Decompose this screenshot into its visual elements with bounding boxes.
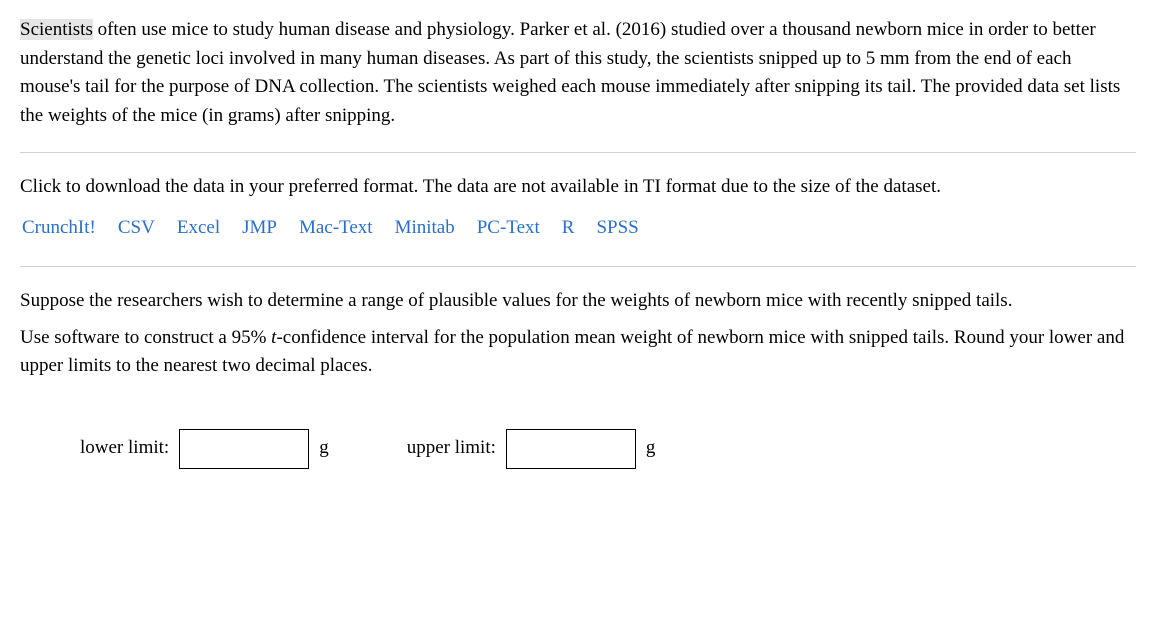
download-link-mactext[interactable]: Mac-Text bbox=[299, 214, 373, 243]
download-link-minitab[interactable]: Minitab bbox=[395, 214, 455, 243]
upper-limit-input[interactable] bbox=[506, 429, 636, 469]
intro-text: often use mice to study human disease an… bbox=[20, 19, 1120, 126]
q2-pre: Use software to construct a 95% bbox=[20, 327, 271, 348]
highlighted-word: Scientists bbox=[20, 19, 93, 40]
divider-1 bbox=[20, 152, 1136, 153]
download-link-jmp[interactable]: JMP bbox=[242, 214, 277, 243]
download-link-pctext[interactable]: PC-Text bbox=[477, 214, 540, 243]
download-prompt: Click to download the data in your prefe… bbox=[20, 173, 1136, 202]
download-links-row: CrunchIt! CSV Excel JMP Mac-Text Minitab… bbox=[20, 210, 1136, 245]
download-link-csv[interactable]: CSV bbox=[118, 214, 155, 243]
question-paragraph-2: Use software to construct a 95% t-confid… bbox=[20, 324, 1136, 381]
download-link-crunchit[interactable]: CrunchIt! bbox=[22, 214, 96, 243]
lower-limit-input[interactable] bbox=[179, 429, 309, 469]
upper-limit-label: upper limit: bbox=[407, 434, 496, 463]
download-link-r[interactable]: R bbox=[562, 214, 575, 243]
lower-limit-group: lower limit: g bbox=[80, 429, 329, 469]
download-link-excel[interactable]: Excel bbox=[177, 214, 220, 243]
upper-limit-unit: g bbox=[646, 434, 656, 463]
download-link-spss[interactable]: SPSS bbox=[596, 214, 638, 243]
question-paragraph-1: Suppose the researchers wish to determin… bbox=[20, 287, 1136, 316]
upper-limit-group: upper limit: g bbox=[407, 429, 656, 469]
lower-limit-label: lower limit: bbox=[80, 434, 169, 463]
answer-row: lower limit: g upper limit: g bbox=[20, 429, 1136, 469]
divider-2 bbox=[20, 266, 1136, 267]
intro-paragraph: Scientists often use mice to study human… bbox=[20, 16, 1136, 130]
lower-limit-unit: g bbox=[319, 434, 329, 463]
